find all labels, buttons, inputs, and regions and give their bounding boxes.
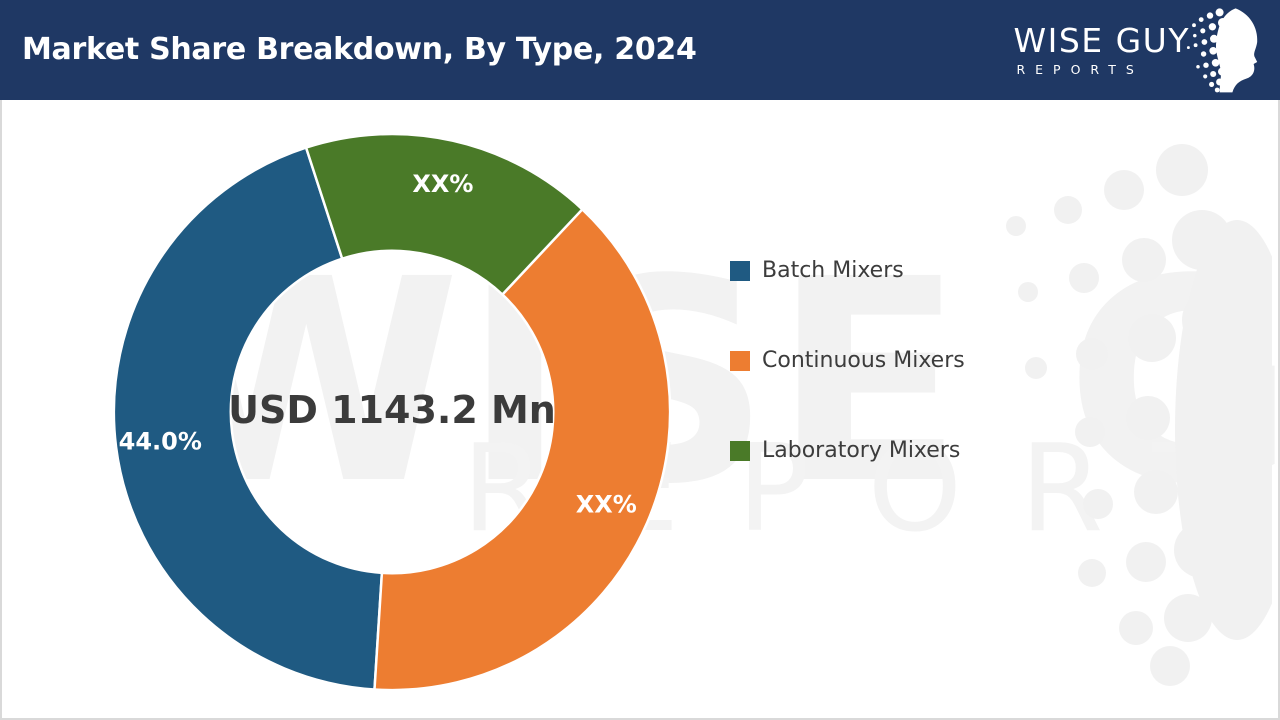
legend-item-continuous-mixers: Continuous Mixers xyxy=(730,347,965,375)
slice-label-laboratory-mixers: XX% xyxy=(412,170,473,198)
chart-area: WISE GUY REPORTS 44.0%XX%XX% USD 1143.2 … xyxy=(0,100,1280,720)
slice-label-continuous-mixers: XX% xyxy=(576,491,637,519)
header-bar: Market Share Breakdown, By Type, 2024 WI… xyxy=(0,0,1280,100)
legend-item-laboratory-mixers: Laboratory Mixers xyxy=(730,437,965,465)
slice-label-batch-mixers: 44.0% xyxy=(119,427,202,455)
pie-slice-continuous-mixers xyxy=(373,208,672,692)
legend-item-batch-mixers: Batch Mixers xyxy=(730,257,965,285)
legend-label: Continuous Mixers xyxy=(762,348,965,373)
legend-label: Laboratory Mixers xyxy=(762,438,961,463)
donut-chart: 44.0% XX% XX% xyxy=(112,132,672,692)
legend-swatch xyxy=(730,441,750,461)
wise-guy-logo: WISE GUY REPORTS xyxy=(1013,5,1270,95)
legend-swatch xyxy=(730,261,750,281)
logo-subtext: REPORTS xyxy=(1016,62,1144,77)
page-title: Market Share Breakdown, By Type, 2024 xyxy=(22,32,697,67)
pie-slice-batch-mixers xyxy=(112,146,384,691)
pie-slice-laboratory-mixers xyxy=(304,132,584,296)
watermark-face-icon xyxy=(1006,144,1272,686)
legend-swatch xyxy=(730,351,750,371)
logo-text: WISE GUY REPORTS xyxy=(1013,21,1190,78)
legend: Batch Mixers Continuous Mixers Laborator… xyxy=(730,257,965,465)
legend-label: Batch Mixers xyxy=(762,258,904,283)
chart-center-value: USD 1143.2 Mn xyxy=(228,388,556,432)
logo-wordmark: WISE GUY xyxy=(1013,21,1190,60)
logo-face-icon xyxy=(1186,8,1258,93)
